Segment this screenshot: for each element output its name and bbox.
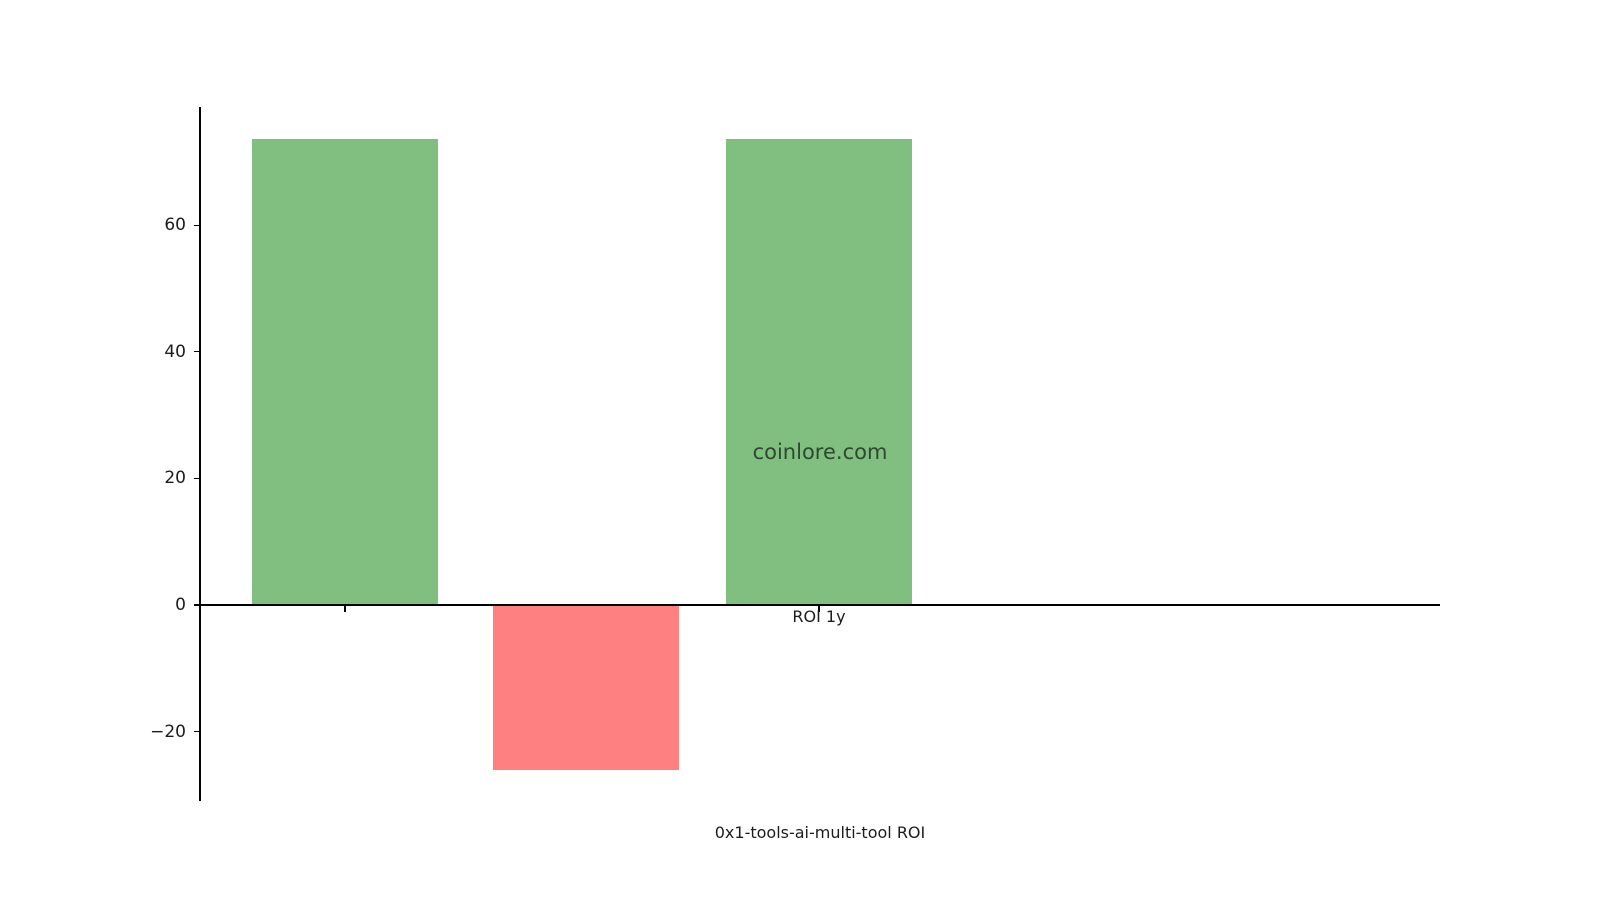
bar-ROI 1y [726, 139, 912, 605]
y-tick-label: 20 [164, 468, 186, 489]
x-axis-line [200, 604, 1440, 606]
y-axis-line [199, 107, 201, 801]
y-tick-mark [194, 730, 200, 733]
y-tick-mark [194, 351, 200, 353]
y-tick-label: 40 [164, 341, 186, 362]
y-tick-mark [194, 477, 200, 480]
watermark-text: coinlore.com [752, 440, 888, 464]
x-tick-label: ROI 1y [792, 607, 846, 626]
y-tick-mark [194, 604, 200, 606]
y-tick-label: 60 [164, 215, 186, 236]
x-tick-mark [818, 605, 820, 612]
bar-series-0 [252, 139, 438, 605]
x-tick-mark [344, 605, 346, 612]
y-tick-label: 0 [175, 595, 186, 615]
y-tick-label: −20 [150, 721, 186, 742]
chart-title: 0x1-tools-ai-multi-tool ROI [714, 823, 926, 842]
y-tick-mark [194, 224, 200, 226]
bar-series-1 [493, 606, 679, 770]
